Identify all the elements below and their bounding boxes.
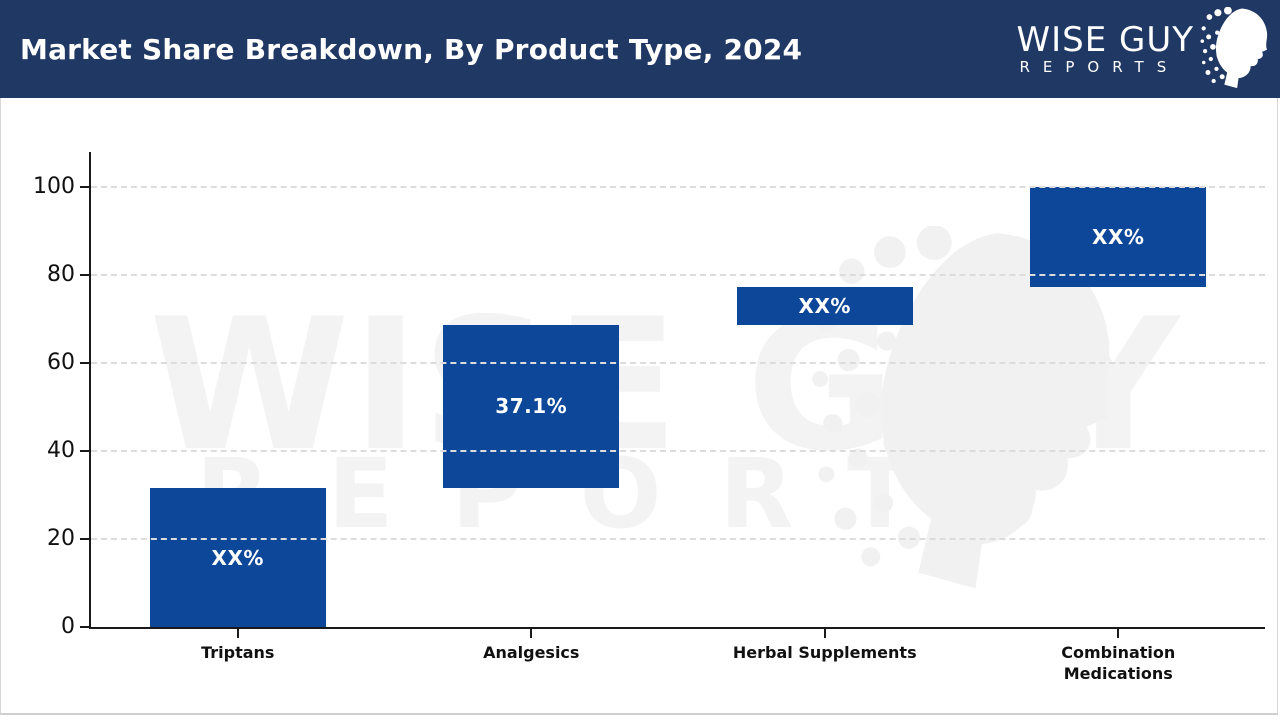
wiseguy-face-icon: [1200, 7, 1268, 89]
y-tick-label: 40: [47, 438, 75, 464]
bar-value-label: 37.1%: [495, 394, 568, 419]
header-bar: Market Share Breakdown, By Product Type,…: [0, 0, 1280, 98]
y-tick-label: 60: [47, 350, 75, 376]
x-tick-mark: [823, 629, 826, 638]
x-category-label: Combination Medications: [1061, 643, 1176, 683]
x-tick-mark: [1117, 629, 1120, 638]
bar-value-label: XX%: [211, 545, 264, 570]
bar-analgesics: 37.1%: [443, 324, 620, 488]
bar-herbal-supplements: XX%: [736, 287, 913, 325]
bar-combination-medications: XX%: [1030, 187, 1207, 288]
wiseguy-logo: WISE GUY REPORTS: [1016, 7, 1280, 91]
bar-value-label: XX%: [798, 294, 851, 319]
gridline-40: [91, 450, 1265, 453]
x-category-label: Herbal Supplements: [732, 643, 917, 662]
chart-canvas: WISE GUY REPORTS 0 20 40 60 80 100 XX% Triptans…: [0, 98, 1278, 715]
bar-value-label: XX%: [1092, 225, 1145, 250]
plot-area: 0 20 40 60 80 100 XX% Triptans 37.1% Analgesics XX…: [33, 152, 1265, 683]
gridline-60: [91, 362, 1265, 365]
y-tick-mark: [80, 538, 89, 541]
logo-wordmark: WISE GUY: [1016, 20, 1194, 60]
x-category-label: Triptans: [201, 643, 275, 662]
y-tick-mark: [80, 186, 89, 189]
logo-subtext: REPORTS: [1019, 58, 1180, 76]
y-tick-label: 100: [33, 174, 75, 200]
y-tick-mark: [80, 626, 89, 628]
y-tick-mark: [80, 450, 89, 453]
x-tick-mark: [530, 629, 533, 638]
y-tick-mark: [80, 362, 89, 365]
x-tick-mark: [236, 629, 239, 638]
x-category-label: Analgesics: [483, 643, 580, 662]
page-title: Market Share Breakdown, By Product Type,…: [20, 32, 803, 66]
y-tick-label: 80: [47, 262, 75, 288]
bar-triptans: XX%: [149, 488, 326, 627]
gridline-100: [91, 186, 1265, 189]
y-tick-label: 0: [61, 614, 75, 639]
logo-text: WISE GUY REPORTS: [1016, 23, 1194, 75]
y-tick-mark: [80, 274, 89, 277]
gridline-20: [91, 538, 1265, 541]
y-tick-label: 20: [47, 526, 75, 552]
gridline-80: [91, 274, 1265, 277]
